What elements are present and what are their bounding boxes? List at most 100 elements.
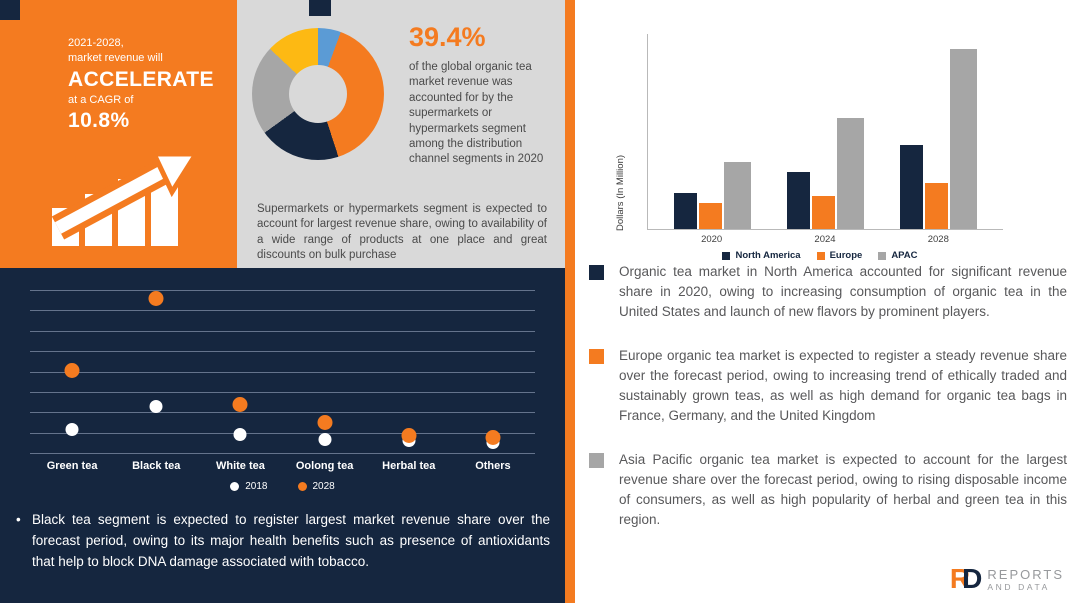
tea-type-panel: Green tea Black tea White tea Oolong tea Her… bbox=[0, 268, 565, 603]
dot-2018-green-tea bbox=[65, 423, 79, 436]
bullet-square-icon bbox=[589, 452, 604, 468]
dot-chart-series bbox=[30, 290, 535, 454]
cagr-years: 2021-2028, bbox=[68, 37, 124, 49]
bar-group-2020 bbox=[674, 162, 751, 229]
dot-2028-green-tea bbox=[64, 363, 80, 378]
tea-insight-bullet: • Black tea segment is expected to regis… bbox=[16, 510, 550, 573]
insight-text: Europe organic tea market is expected to… bbox=[619, 347, 1067, 423]
bar-plot-area bbox=[647, 34, 1003, 230]
cagr-accelerate: ACCELERATE bbox=[68, 67, 214, 91]
gridline bbox=[30, 453, 535, 454]
gridline bbox=[30, 412, 535, 413]
insight-text: Asia Pacific organic tea market is expec… bbox=[619, 451, 1067, 527]
regional-insights: Organic tea market in North America acco… bbox=[589, 262, 1067, 554]
dot-2028-others bbox=[485, 430, 501, 445]
legend-item-europe: Europe bbox=[816, 250, 863, 261]
dot-column-oolong-tea bbox=[283, 290, 367, 454]
bullet-marker: • bbox=[16, 512, 21, 527]
gridline bbox=[30, 331, 535, 332]
dot-2018-oolong-tea bbox=[318, 433, 332, 446]
logo-wordmark: REPORTS AND DATA bbox=[987, 567, 1064, 592]
dot-chart bbox=[30, 290, 535, 454]
category-label-green-tea: Green tea bbox=[46, 460, 98, 472]
top-accent-square bbox=[309, 0, 331, 16]
cagr-panel: 2021-2028, market revenue will ACCELERAT… bbox=[0, 0, 237, 268]
distribution-note: Supermarkets or hypermarkets segment is … bbox=[257, 203, 547, 261]
cagr-atline: at a CAGR of bbox=[68, 93, 134, 106]
x-tick-2028: 2028 bbox=[927, 234, 949, 245]
gridline bbox=[30, 433, 535, 434]
bullet-square-icon bbox=[589, 265, 604, 280]
donut-hole bbox=[289, 65, 347, 123]
bar-chart-legend: North America Europe APAC bbox=[605, 250, 1035, 261]
regional-bar-chart: Dollars (In Million) 2020 2024 2028 North … bbox=[585, 14, 1055, 264]
tea-insight-text: Black tea segment is expected to registe… bbox=[32, 512, 550, 569]
bar-north-america-2028 bbox=[900, 145, 923, 229]
category-label-oolong-tea: Oolong tea bbox=[295, 460, 354, 472]
growth-arrow-icon bbox=[51, 151, 201, 246]
dot-2018-white-tea bbox=[233, 428, 247, 441]
insight-bullet-0: Organic tea market in North America acco… bbox=[589, 262, 1067, 322]
category-label-black-tea: Black tea bbox=[132, 460, 181, 472]
dot-chart-legend: 2018 2028 bbox=[0, 481, 565, 492]
dot-2028-oolong-tea bbox=[317, 415, 333, 430]
x-tick-2020: 2020 bbox=[701, 234, 723, 245]
legend-square-icon bbox=[878, 251, 887, 260]
y-axis-label: Dollars (In Million) bbox=[615, 154, 626, 231]
dot-column-black-tea bbox=[114, 290, 198, 454]
stat-block: 39.4% of the global organic tea market r… bbox=[409, 22, 549, 168]
insight-bullet-2: Asia Pacific organic tea market is expec… bbox=[589, 450, 1067, 530]
category-label-white-tea: White tea bbox=[215, 460, 265, 472]
legend-item-north-america: North America bbox=[722, 250, 801, 261]
logo-letter-r: R bbox=[949, 563, 971, 594]
legend-square-icon bbox=[722, 251, 731, 260]
legend-square-icon bbox=[816, 251, 825, 260]
bar-europe-2024 bbox=[812, 196, 835, 229]
category-label-herbal-tea: Herbal tea bbox=[382, 460, 436, 472]
insight-text: Organic tea market in North America acco… bbox=[619, 264, 1067, 319]
dot-2028-white-tea bbox=[232, 397, 248, 412]
bar-north-america-2020 bbox=[674, 193, 697, 229]
logo-line1: REPORTS bbox=[987, 566, 1064, 582]
bar-group-2028 bbox=[900, 49, 977, 229]
cagr-value: 10.8% bbox=[68, 109, 130, 133]
distribution-panel: 39.4% of the global organic tea market r… bbox=[237, 0, 565, 268]
cagr-text-block: 2021-2028, market revenue will ACCELERAT… bbox=[68, 36, 214, 134]
dot-column-herbal-tea bbox=[367, 290, 451, 454]
legend-item-2028: 2028 bbox=[297, 481, 335, 492]
stat-value: 39.4% bbox=[409, 22, 486, 52]
dot-chart-categories: Green tea Black tea White tea Oolong tea Her… bbox=[30, 460, 535, 472]
bar-apac-2024 bbox=[837, 118, 864, 229]
legend-item-2018: 2018 bbox=[230, 481, 268, 492]
right-panel: Dollars (In Million) 2020 2024 2028 North … bbox=[575, 0, 1080, 603]
dot-column-others bbox=[451, 290, 535, 454]
insight-bullet-1: Europe organic tea market is expected to… bbox=[589, 346, 1067, 426]
vertical-divider bbox=[565, 0, 575, 603]
reports-and-data-logo: RD REPORTS AND DATA bbox=[950, 565, 1064, 593]
bar-apac-2020 bbox=[724, 162, 751, 229]
logo-letter-d: D bbox=[962, 563, 983, 594]
category-label-others: Others bbox=[475, 460, 511, 472]
x-tick-2024: 2024 bbox=[814, 234, 836, 245]
bar-europe-2020 bbox=[699, 203, 722, 229]
gridline bbox=[30, 372, 535, 373]
gridline bbox=[30, 392, 535, 393]
gridline bbox=[30, 290, 535, 291]
logo-monogram: RD bbox=[950, 565, 982, 593]
dot-2028-black-tea bbox=[148, 291, 164, 306]
bar-europe-2028 bbox=[925, 183, 948, 229]
donut-chart bbox=[252, 28, 384, 160]
legend-label: 2018 bbox=[245, 481, 268, 492]
legend-label: Europe bbox=[829, 250, 863, 261]
legend-label: APAC bbox=[891, 250, 918, 261]
legend-label: 2028 bbox=[312, 481, 335, 492]
bullet-square-icon bbox=[589, 348, 604, 364]
legend-label: North America bbox=[735, 250, 801, 261]
dot-column-white-tea bbox=[198, 290, 282, 454]
stat-text: of the global organic tea market revenue… bbox=[409, 61, 544, 166]
bar-apac-2028 bbox=[950, 49, 977, 229]
cagr-subline: market revenue will bbox=[68, 52, 163, 65]
legend-item-apac: APAC bbox=[878, 250, 918, 261]
gridline bbox=[30, 351, 535, 352]
